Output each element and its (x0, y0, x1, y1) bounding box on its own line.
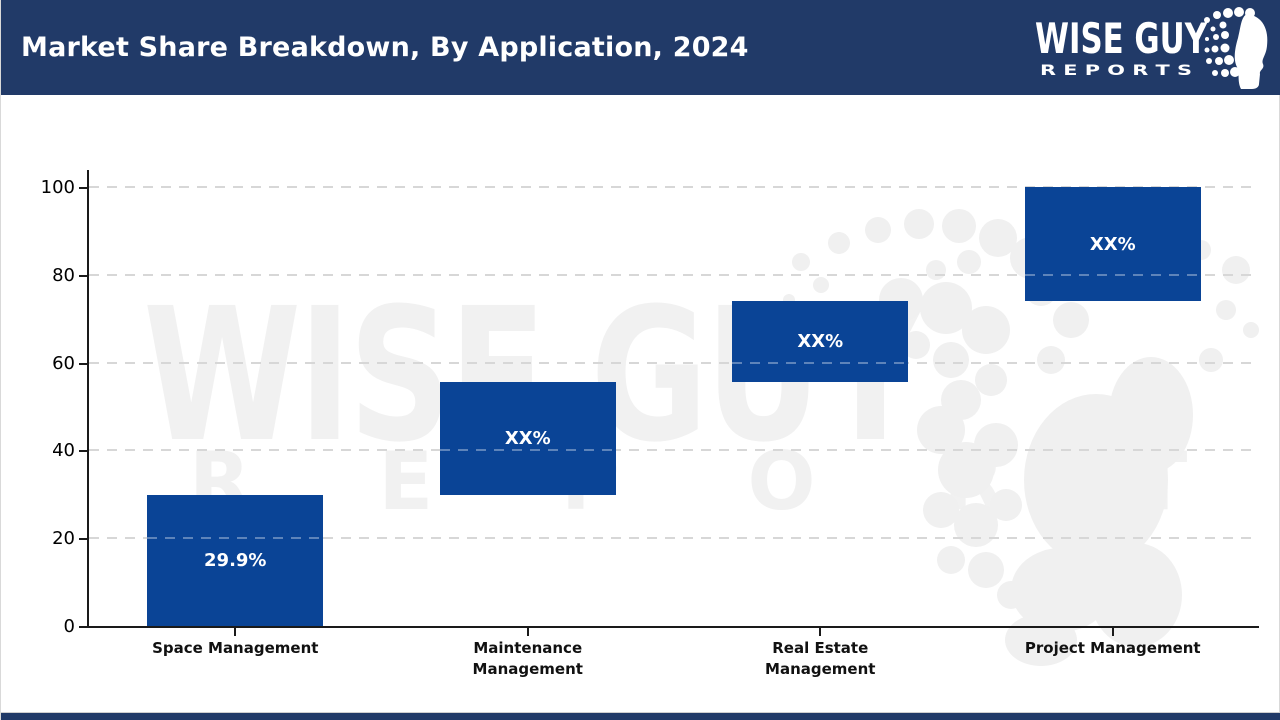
y-tick-label: 100 (40, 177, 75, 198)
y-tick-label: 60 (52, 352, 75, 374)
y-tick-label: 80 (52, 264, 75, 286)
logo-wordmark: WISE GUY (1035, 14, 1207, 63)
bar-value-label: XX% (504, 428, 551, 450)
gridline-over-bar (732, 361, 909, 364)
x-tick-mark (1111, 628, 1114, 636)
bar-value-label: XX% (797, 331, 844, 353)
footer-divider (1, 712, 1280, 713)
bar-value-label: XX% (1089, 233, 1136, 255)
x-axis-category-label: Real Estate Management (765, 639, 876, 678)
logo-head-icon (1204, 7, 1268, 89)
page-title: Market Share Breakdown, By Application, … (21, 32, 749, 63)
gridline (89, 361, 1259, 364)
y-tick-mark (79, 274, 87, 277)
x-tick-mark (819, 628, 822, 636)
x-tick-mark (526, 628, 529, 636)
gridline-over-bar (439, 449, 616, 452)
wise-guy-reports-logo: WISE GUY R E P O R T S (1035, 7, 1268, 89)
gridline (89, 186, 1259, 188)
y-tick-label: 0 (63, 616, 75, 637)
x-axis-category-label: Maintenance Management (472, 639, 583, 678)
bar: XX% (732, 301, 909, 383)
x-tick-mark (234, 628, 237, 636)
watermark-subtitle: R E P O R T S (189, 435, 1280, 528)
gridline (89, 537, 1259, 540)
gridline-over-bar (1024, 273, 1201, 276)
x-axis-category-label: Project Management (1024, 639, 1201, 657)
y-tick-mark (79, 538, 87, 541)
y-tick-mark (79, 362, 87, 365)
x-axis-line (87, 626, 1259, 628)
gridline (89, 273, 1259, 276)
logo-subtitle: R E P O R T S (1040, 63, 1192, 79)
y-tick-label: 20 (52, 528, 75, 550)
bar: 29.9% (147, 494, 324, 626)
gridline-over-bar (147, 537, 324, 540)
bar-value-label: 29.9% (204, 549, 267, 571)
y-axis-line (87, 170, 89, 628)
header-bar: Market Share Breakdown, By Application, … (1, 0, 1280, 95)
x-axis-category-label: Space Management (152, 639, 319, 657)
y-tick-label: 40 (52, 440, 75, 462)
y-tick-mark (79, 626, 87, 628)
footer-accent-bar (1, 713, 1280, 720)
y-tick-mark (79, 187, 87, 189)
y-tick-mark (79, 450, 87, 453)
bar: XX% (1024, 187, 1201, 302)
gridline (89, 449, 1259, 452)
bar: XX% (439, 382, 616, 495)
